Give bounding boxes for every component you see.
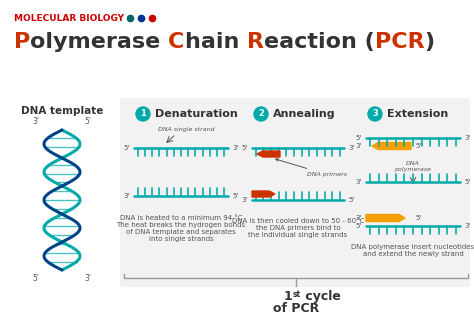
Text: DNA single strand: DNA single strand	[158, 127, 214, 132]
Text: 5': 5'	[415, 143, 421, 149]
Text: 3': 3'	[464, 135, 470, 141]
FancyBboxPatch shape	[120, 98, 242, 287]
Text: 5': 5'	[464, 179, 470, 185]
Text: 3: 3	[372, 110, 378, 119]
Text: 5': 5'	[232, 193, 238, 199]
Circle shape	[254, 107, 268, 121]
Text: 5': 5'	[356, 223, 362, 229]
Text: 3': 3'	[124, 193, 130, 199]
Circle shape	[136, 107, 150, 121]
Text: 3': 3'	[464, 223, 470, 229]
Text: olymerase: olymerase	[30, 32, 168, 52]
Text: DNA is then cooled down to 50 - 60°C
the DNA primers bind to
the individual sing: DNA is then cooled down to 50 - 60°C the…	[232, 218, 364, 238]
Text: 5': 5'	[348, 197, 354, 203]
Text: P: P	[14, 32, 30, 52]
Text: PCR: PCR	[374, 32, 424, 52]
Text: st: st	[293, 290, 301, 299]
Text: cycle: cycle	[301, 290, 341, 303]
Text: 3': 3'	[348, 145, 355, 151]
Text: 3': 3'	[356, 143, 362, 149]
Text: 5': 5'	[124, 145, 130, 151]
Text: DNA polymerase insert nucleotides
and extend the newly strand: DNA polymerase insert nucleotides and ex…	[351, 244, 474, 257]
Text: of PCR: of PCR	[273, 302, 319, 315]
Text: DNA
polymerase: DNA polymerase	[394, 161, 431, 172]
Text: 5': 5'	[33, 274, 39, 283]
Text: Annealing: Annealing	[273, 109, 336, 119]
Text: 1: 1	[140, 110, 146, 119]
Text: 5': 5'	[84, 117, 91, 126]
Text: 3': 3'	[242, 197, 248, 203]
Text: 5': 5'	[415, 215, 421, 221]
Text: 1: 1	[283, 290, 292, 303]
Text: DNA primers: DNA primers	[276, 159, 347, 177]
Text: 3': 3'	[356, 215, 362, 221]
Text: ): )	[424, 32, 434, 52]
Text: 3': 3'	[84, 274, 91, 283]
FancyArrow shape	[366, 214, 405, 221]
Circle shape	[368, 107, 382, 121]
Text: 5': 5'	[242, 145, 248, 151]
Text: Extension: Extension	[387, 109, 448, 119]
Text: 5': 5'	[356, 135, 362, 141]
Text: 2: 2	[258, 110, 264, 119]
Text: C: C	[168, 32, 185, 52]
Text: hain: hain	[185, 32, 247, 52]
Text: DNA template: DNA template	[21, 106, 103, 116]
Text: 3': 3'	[33, 117, 39, 126]
FancyArrow shape	[372, 142, 411, 149]
Text: R: R	[247, 32, 264, 52]
Text: 3': 3'	[356, 179, 362, 185]
FancyBboxPatch shape	[240, 98, 358, 287]
Text: 3': 3'	[232, 145, 238, 151]
FancyBboxPatch shape	[356, 98, 470, 287]
Text: DNA is heated to a minimum 94 °C
The heat breaks the hydrogen bonds
of DNA templ: DNA is heated to a minimum 94 °C The hea…	[117, 215, 246, 242]
Text: Denaturation: Denaturation	[155, 109, 238, 119]
Text: MOLECULAR BIOLOGY: MOLECULAR BIOLOGY	[14, 14, 124, 23]
Text: eaction (: eaction (	[264, 32, 374, 52]
FancyArrow shape	[252, 191, 275, 197]
FancyArrow shape	[257, 151, 280, 157]
